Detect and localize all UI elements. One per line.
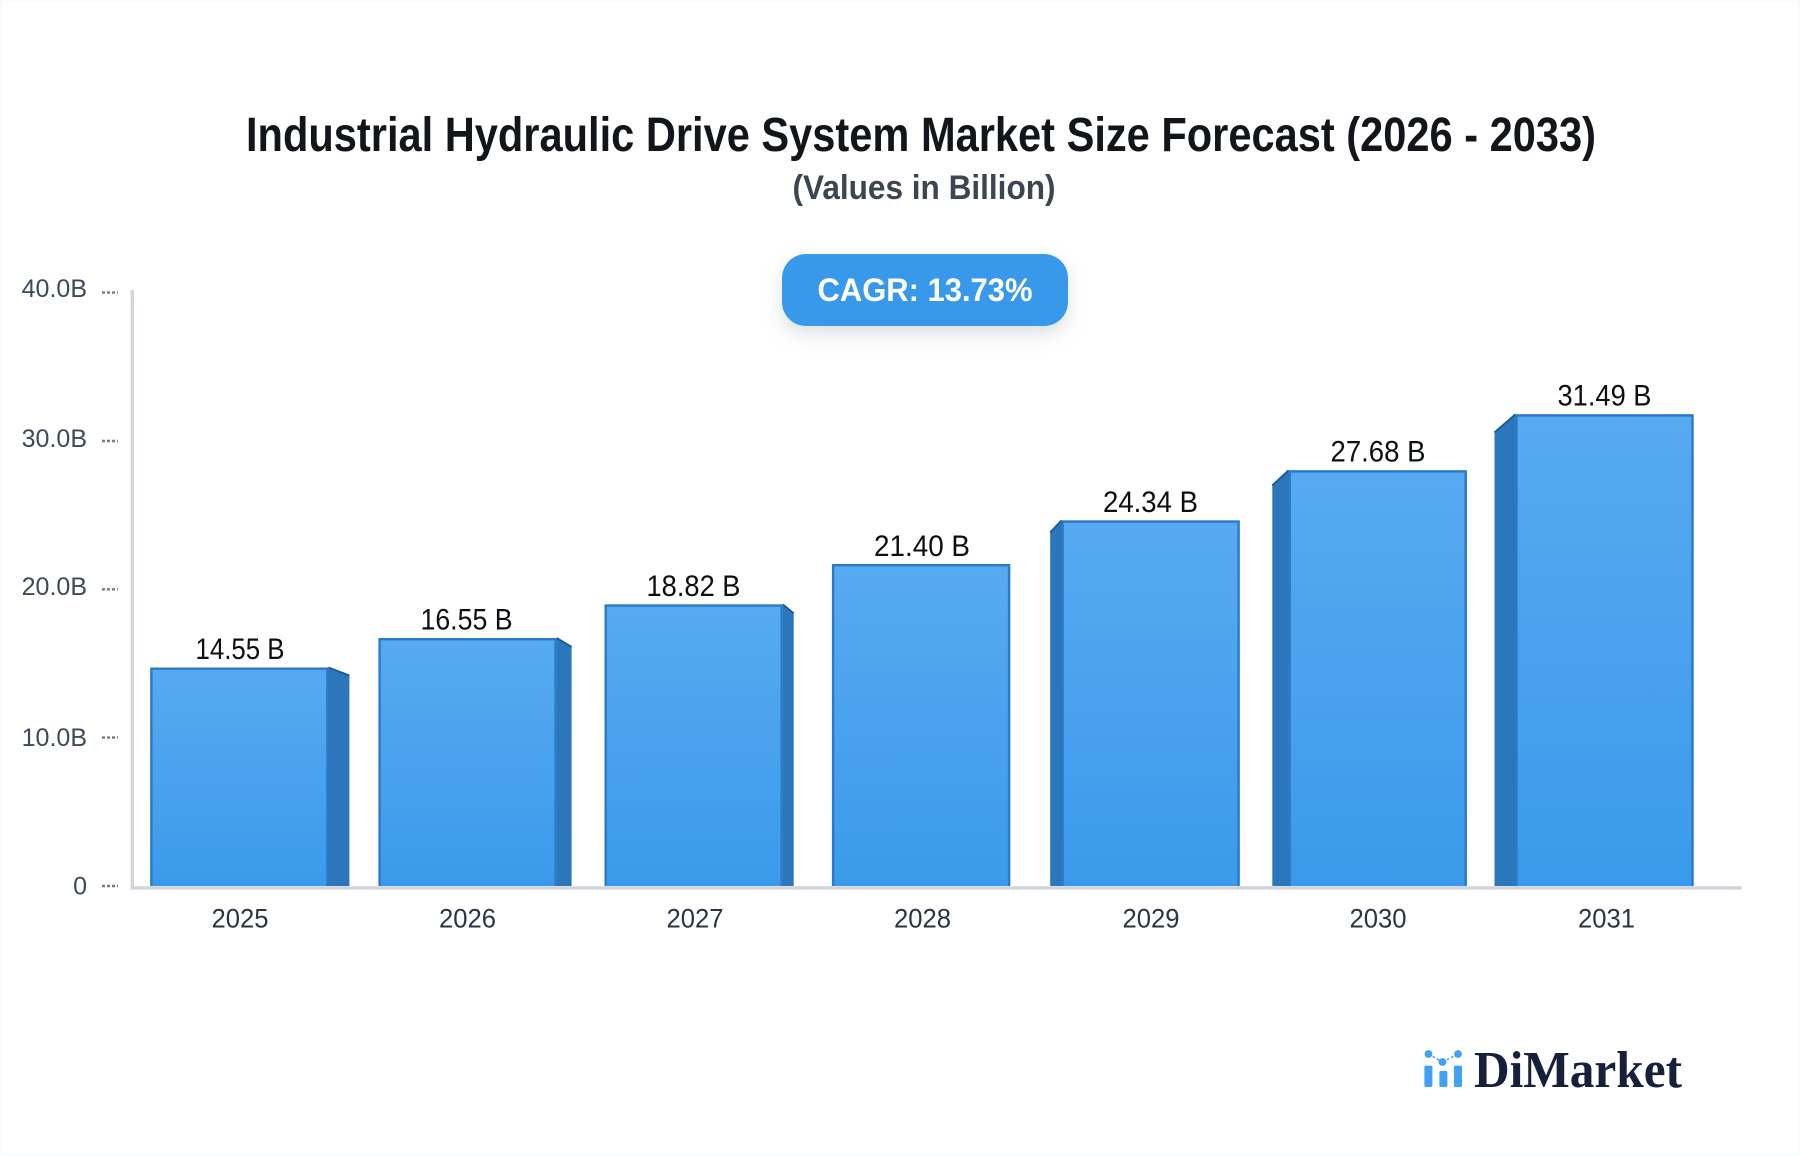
svg-text:2026: 2026 xyxy=(439,904,496,934)
svg-text:10.0B: 10.0B xyxy=(22,724,87,752)
svg-text:18.82 B: 18.82 B xyxy=(647,570,741,603)
svg-text:2031: 2031 xyxy=(1578,904,1635,934)
svg-text:20.0B: 20.0B xyxy=(22,573,87,601)
svg-text:0: 0 xyxy=(73,873,87,901)
svg-text:Industrial Hydraulic Drive Sys: Industrial Hydraulic Drive System Market… xyxy=(246,109,1596,162)
svg-text:(Values in Billion): (Values in Billion) xyxy=(793,169,1056,207)
svg-text:DiMarket: DiMarket xyxy=(1474,1042,1683,1099)
svg-text:2025: 2025 xyxy=(212,904,269,934)
svg-text:CAGR: 13.73%: CAGR: 13.73% xyxy=(818,272,1033,308)
svg-text:31.49 B: 31.49 B xyxy=(1558,380,1652,413)
svg-text:14.55 B: 14.55 B xyxy=(196,633,285,666)
svg-text:2028: 2028 xyxy=(894,904,951,934)
svg-text:27.68 B: 27.68 B xyxy=(1331,436,1426,469)
svg-text:2027: 2027 xyxy=(667,904,724,934)
svg-text:2030: 2030 xyxy=(1350,904,1407,934)
svg-text:24.34 B: 24.34 B xyxy=(1103,486,1198,519)
svg-text:2029: 2029 xyxy=(1123,904,1180,934)
svg-text:16.55 B: 16.55 B xyxy=(421,604,513,637)
svg-text:40.0B: 40.0B xyxy=(22,275,87,303)
svg-text:30.0B: 30.0B xyxy=(22,425,87,453)
svg-text:21.40 B: 21.40 B xyxy=(874,530,970,563)
